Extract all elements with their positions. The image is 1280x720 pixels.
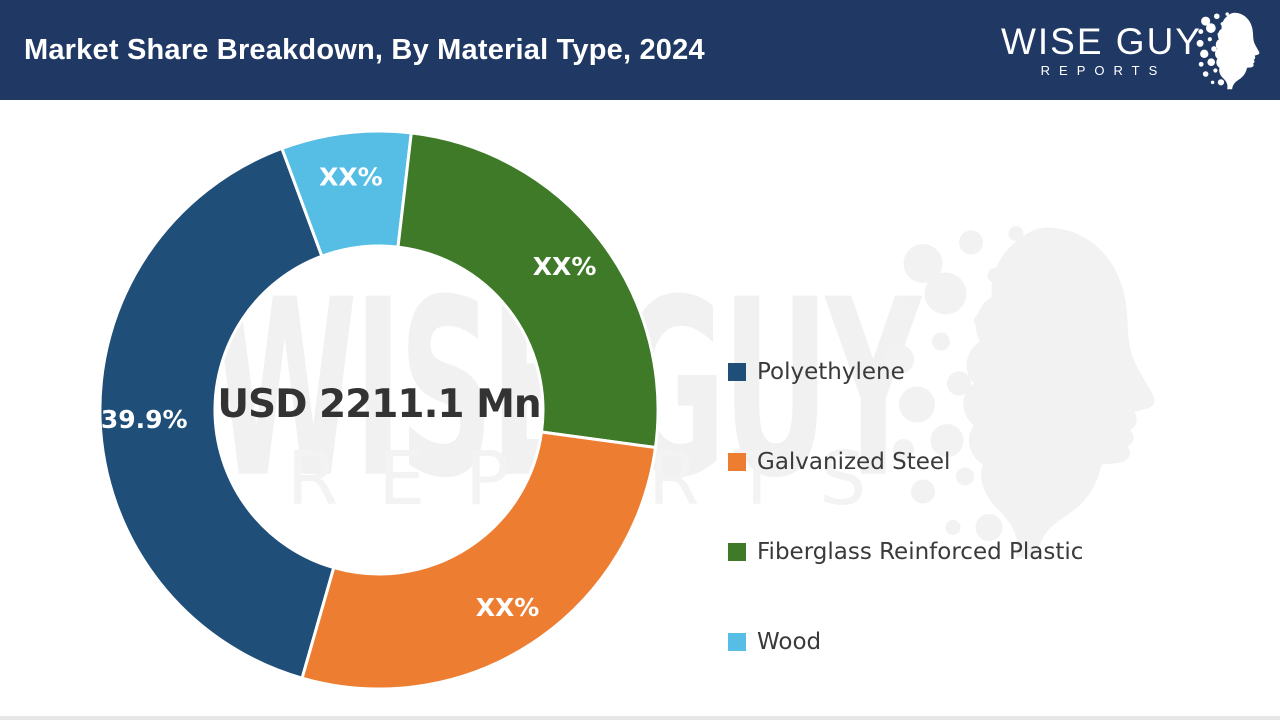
legend-swatch-galvanized-steel xyxy=(728,453,746,471)
donut-segment-polyethylene xyxy=(98,146,336,680)
wiseguy-face-icon xyxy=(1194,10,1266,90)
legend-item-galvanized-steel: Galvanized Steel xyxy=(728,448,1083,476)
header: Market Share Breakdown, By Material Type… xyxy=(0,0,1280,100)
logo-sub-text: REPORTS xyxy=(1040,62,1167,78)
chart-area: WISE GUY REPORTS 39.9%XX%XX%XX% USD 2211… xyxy=(0,100,1280,716)
wiseguy-logo: WISE GUY REPORTS xyxy=(1001,0,1266,100)
legend-swatch-fiberglass-reinforced-plastic xyxy=(728,543,746,561)
legend-label: Fiberglass Reinforced Plastic xyxy=(757,539,1084,565)
segment-label-polyethylene: 39.9% xyxy=(101,405,188,434)
legend-label: Wood xyxy=(757,629,822,655)
logo-brand-text: WISE GUY xyxy=(1000,20,1202,62)
logo-text: WISE GUY REPORTS xyxy=(1001,23,1202,78)
page-title: Market Share Breakdown, By Material Type… xyxy=(24,33,705,66)
donut-chart: 39.9% XX% XX% XX% xyxy=(98,129,660,691)
legend-label: Polyethylene xyxy=(757,359,905,385)
legend-item-polyethylene: Polyethylene xyxy=(728,358,1083,386)
legend-label: Galvanized Steel xyxy=(757,449,951,475)
legend-swatch-wood xyxy=(728,633,746,651)
legend-swatch-polyethylene xyxy=(728,363,746,381)
segment-label-fiberglass-reinforced-plastic: XX% xyxy=(533,252,597,281)
legend-item-fiberglass-reinforced-plastic: Fiberglass Reinforced Plastic xyxy=(728,538,1083,566)
donut-segment-fiberglass-reinforced-plastic xyxy=(396,131,660,449)
segment-label-galvanized-steel: XX% xyxy=(476,593,540,622)
segment-label-wood: XX% xyxy=(319,163,383,192)
chart-center-value: USD 2211.1 Mn xyxy=(217,382,541,427)
footer-bar xyxy=(0,716,1280,720)
legend-item-wood: Wood xyxy=(728,628,1083,656)
donut-segment-galvanized-steel xyxy=(300,430,657,691)
chart-legend: Polyethylene Galvanized Steel Fiberglass R… xyxy=(728,358,1083,718)
